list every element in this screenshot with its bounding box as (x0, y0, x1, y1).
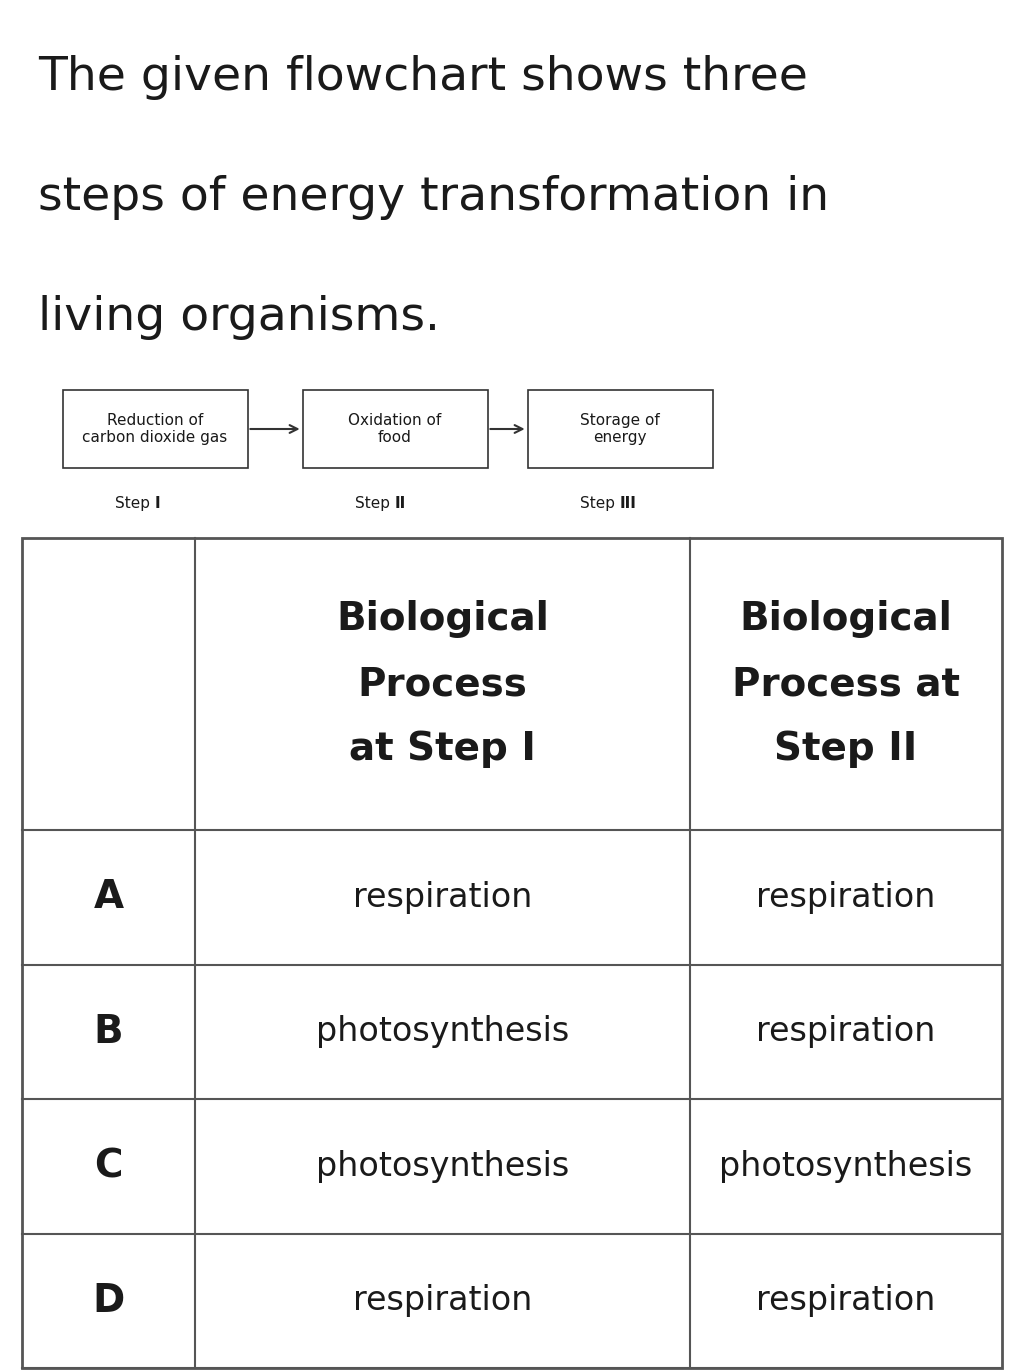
Text: C: C (94, 1147, 123, 1185)
Bar (302, 390, 487, 468)
Text: steps of energy transformation in: steps of energy transformation in (38, 176, 829, 220)
Text: respiration: respiration (353, 881, 532, 914)
Text: II: II (395, 497, 407, 510)
Text: respiration: respiration (757, 1284, 936, 1317)
Text: D: D (92, 1281, 125, 1320)
Text: Step: Step (581, 497, 620, 510)
Text: Oxidation of
food: Oxidation of food (348, 413, 441, 445)
Text: photosynthesis: photosynthesis (315, 1015, 569, 1048)
Text: Reduction of
carbon dioxide gas: Reduction of carbon dioxide gas (82, 413, 227, 445)
Text: Step: Step (115, 497, 155, 510)
Text: respiration: respiration (757, 881, 936, 914)
Bar (22, 538, 1002, 1368)
Text: living organisms.: living organisms. (38, 295, 440, 340)
Text: B: B (93, 1013, 123, 1051)
Text: III: III (620, 497, 637, 510)
Text: I: I (155, 497, 161, 510)
Bar (527, 390, 713, 468)
Text: Step: Step (355, 497, 395, 510)
Text: Biological
Process at
Step II: Biological Process at Step II (732, 600, 961, 768)
Text: Storage of
energy: Storage of energy (581, 413, 659, 445)
Text: respiration: respiration (757, 1015, 936, 1048)
Text: The given flowchart shows three: The given flowchart shows three (38, 55, 808, 100)
Text: photosynthesis: photosynthesis (315, 1150, 569, 1183)
Bar (62, 390, 248, 468)
Text: Biological
Process
at Step I: Biological Process at Step I (336, 600, 549, 768)
Text: photosynthesis: photosynthesis (720, 1150, 973, 1183)
Text: A: A (93, 878, 124, 916)
Text: respiration: respiration (353, 1284, 532, 1317)
